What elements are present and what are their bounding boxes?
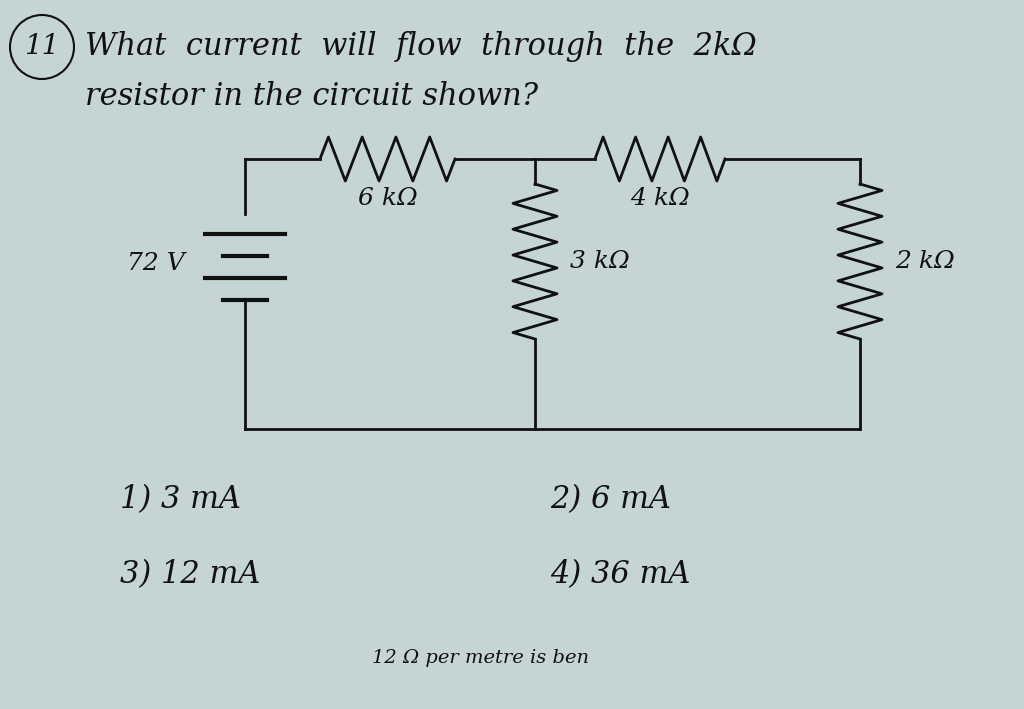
Text: 4) 36 mA: 4) 36 mA — [550, 559, 690, 590]
Text: 2 kΩ: 2 kΩ — [895, 250, 954, 273]
Text: 2) 6 mA: 2) 6 mA — [550, 484, 671, 515]
Text: 3) 12 mA: 3) 12 mA — [120, 559, 260, 590]
Text: 6 kΩ: 6 kΩ — [357, 187, 418, 210]
Text: What  current  will  flow  through  the  2kΩ: What current will flow through the 2kΩ — [85, 31, 757, 62]
Text: 11: 11 — [25, 33, 59, 60]
Text: 4 kΩ: 4 kΩ — [630, 187, 690, 210]
Text: 12 Ω per metre is ben: 12 Ω per metre is ben — [372, 649, 589, 667]
Text: 1) 3 mA: 1) 3 mA — [120, 484, 241, 515]
Text: 72 V: 72 V — [127, 252, 185, 276]
Text: resistor in the circuit shown?: resistor in the circuit shown? — [85, 81, 539, 112]
Text: 3 kΩ: 3 kΩ — [570, 250, 630, 273]
